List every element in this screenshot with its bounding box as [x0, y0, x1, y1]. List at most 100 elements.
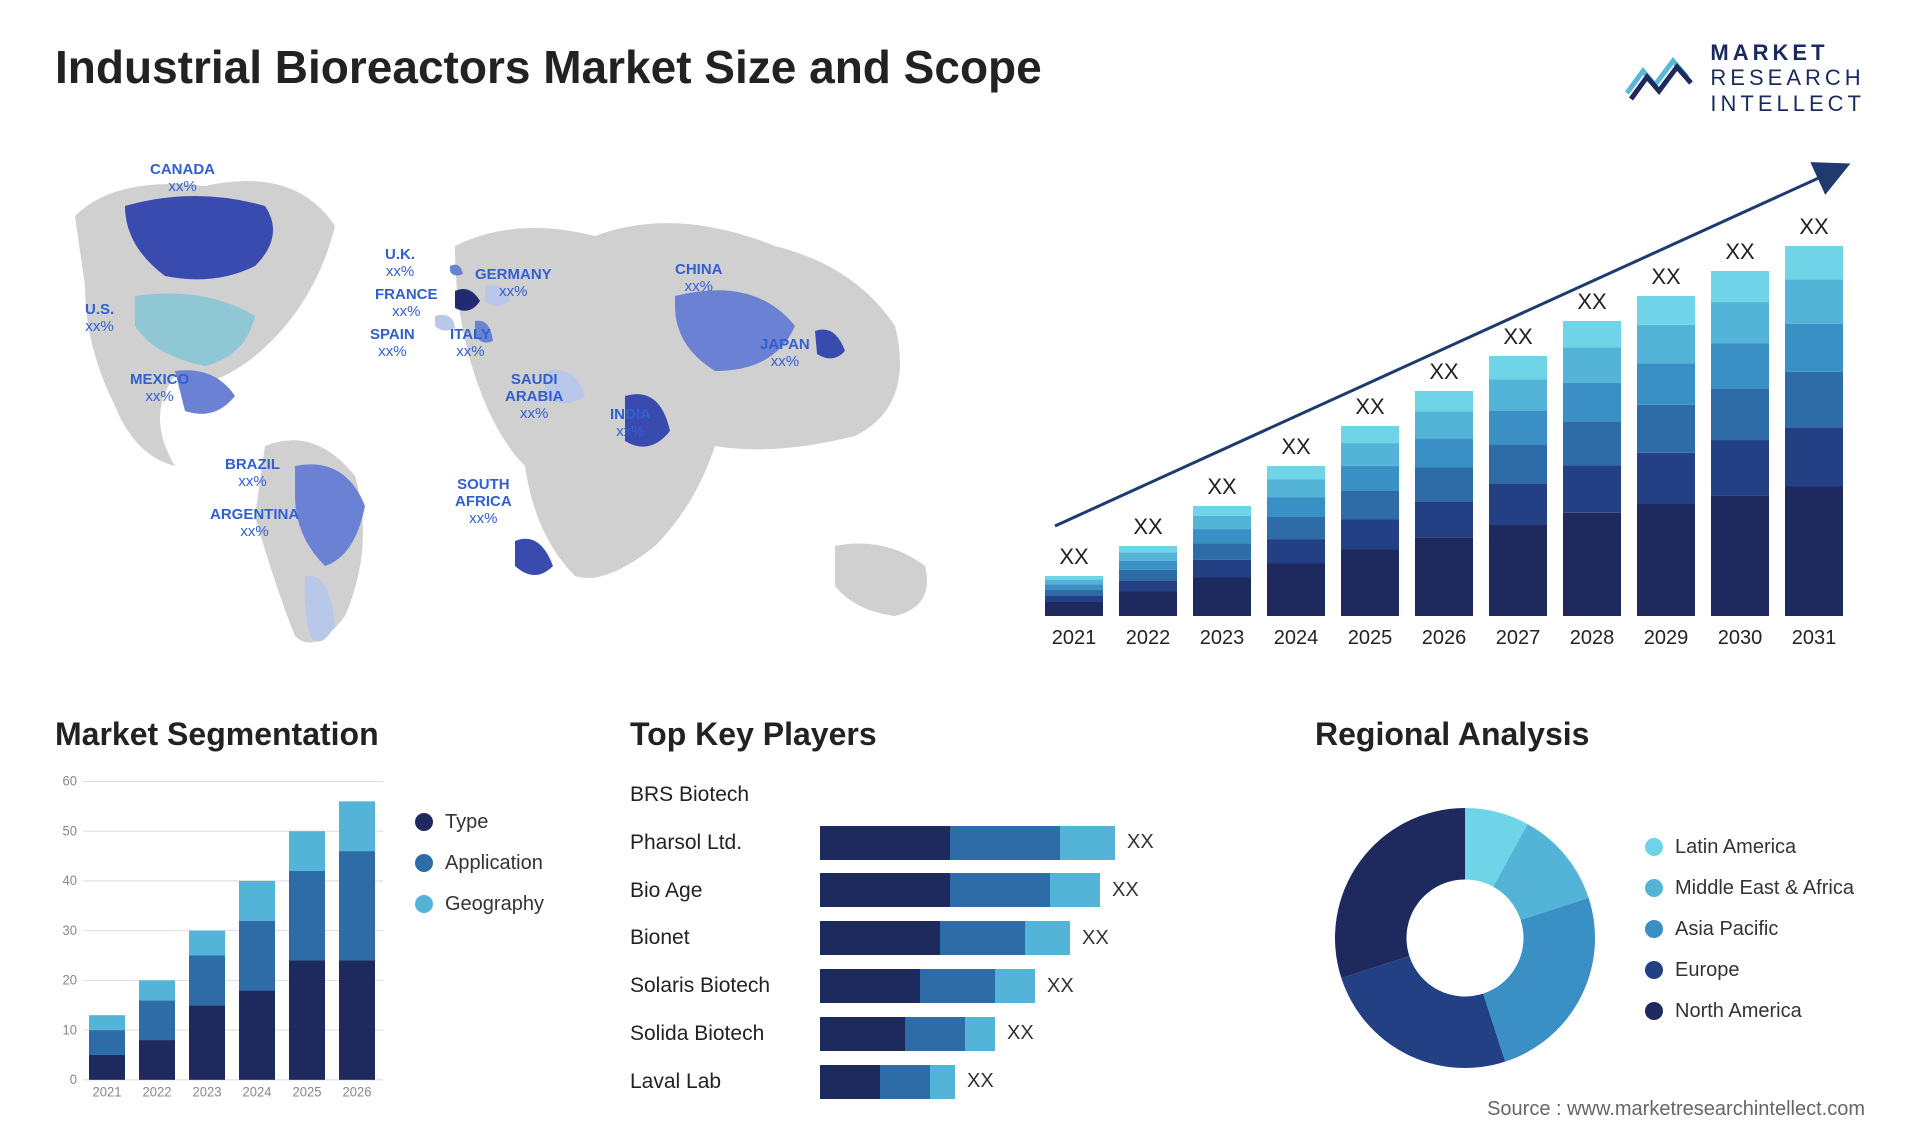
map-label: SAUDIARABIAxx% [505, 371, 563, 423]
map-label: SOUTHAFRICAxx% [455, 476, 512, 528]
svg-text:50: 50 [63, 823, 77, 838]
svg-text:30: 30 [63, 922, 77, 937]
legend-item: Asia Pacific [1645, 918, 1865, 941]
svg-text:XX: XX [1799, 214, 1829, 239]
map-label: GERMANYxx% [475, 266, 552, 301]
player-name: Bionet [630, 926, 805, 950]
map-label: CANADAxx% [150, 161, 215, 196]
svg-text:XX: XX [1651, 264, 1681, 289]
player-name: Solaris Biotech [630, 974, 805, 998]
players-panel: Top Key Players BRS BiotechPharsol Ltd.B… [630, 716, 1270, 1106]
svg-text:20: 20 [63, 972, 77, 987]
player-bar-row [820, 771, 1270, 819]
svg-text:2025: 2025 [1348, 627, 1393, 649]
player-bar-value: XX [1112, 879, 1139, 902]
map-label: ARGENTINAxx% [210, 506, 299, 541]
map-label: JAPANxx% [760, 336, 810, 371]
player-bar-value: XX [967, 1070, 994, 1093]
player-bar-row: XX [820, 1058, 1270, 1106]
segmentation-panel: Market Segmentation 0 10 20 30 40 50 60 2021 202… [55, 716, 585, 1106]
regional-donut-svg [1315, 788, 1615, 1088]
svg-text:XX: XX [1577, 289, 1607, 314]
logo-line1: MARKET [1710, 40, 1865, 65]
growth-chart: XX 2021 XX 2022 XX 2023 XX 2024 XX 2025 XX 2026 XX 20… [1035, 146, 1865, 676]
logo-line3: INTELLECT [1710, 91, 1865, 116]
regional-title: Regional Analysis [1315, 716, 1865, 753]
growth-chart-svg: XX 2021 XX 2022 XX 2023 XX 2024 XX 2025 XX 2026 XX 20… [1035, 146, 1865, 676]
player-name: BRS Biotech [630, 783, 805, 807]
svg-text:XX: XX [1207, 474, 1237, 499]
svg-text:2024: 2024 [243, 1084, 272, 1099]
svg-text:2028: 2028 [1570, 627, 1615, 649]
legend-item: Europe [1645, 959, 1865, 982]
segmentation-title: Market Segmentation [55, 716, 585, 753]
segmentation-legend: Type Application Geography [415, 771, 585, 1106]
player-bar-row: XX [820, 819, 1270, 867]
svg-text:XX: XX [1725, 239, 1755, 264]
svg-text:XX: XX [1355, 394, 1385, 419]
svg-text:2023: 2023 [1200, 627, 1245, 649]
logo-line2: RESEARCH [1710, 65, 1865, 90]
player-name: Laval Lab [630, 1070, 805, 1094]
player-name: Solida Biotech [630, 1022, 805, 1046]
player-name: Bio Age [630, 879, 805, 903]
svg-text:XX: XX [1133, 514, 1163, 539]
svg-text:XX: XX [1281, 434, 1311, 459]
svg-text:2024: 2024 [1274, 627, 1319, 649]
player-bar-row: XX [820, 962, 1270, 1010]
players-bars: XX XX XX XX XX XX [820, 771, 1270, 1106]
svg-text:2027: 2027 [1496, 627, 1541, 649]
svg-text:2021: 2021 [1052, 627, 1097, 649]
svg-text:2025: 2025 [293, 1084, 322, 1099]
legend-item: North America [1645, 1000, 1865, 1023]
segmentation-chart-svg: 0 10 20 30 40 50 60 2021 2022 2023 2024 2025 2026 [55, 771, 385, 1106]
svg-text:2022: 2022 [143, 1084, 172, 1099]
brand-logo: MARKET RESEARCH INTELLECT [1625, 40, 1865, 116]
regional-legend: Latin America Middle East & Africa Asia Pa… [1645, 836, 1865, 1041]
svg-text:0: 0 [70, 1072, 77, 1087]
regional-panel: Regional Analysis Latin America Middle Ea… [1315, 716, 1865, 1106]
world-map-panel: CANADAxx% U.S.xx% MEXICOxx% BRAZILxx% ARGENT… [55, 146, 985, 676]
player-name: Pharsol Ltd. [630, 831, 805, 855]
player-bar-row: XX [820, 1010, 1270, 1058]
svg-text:10: 10 [63, 1022, 77, 1037]
map-label: FRANCExx% [375, 286, 438, 321]
player-bar-value: XX [1082, 927, 1109, 950]
map-label: SPAINxx% [370, 326, 415, 361]
player-bar-value: XX [1047, 975, 1074, 998]
player-bar-value: XX [1127, 831, 1154, 854]
logo-icon [1625, 53, 1695, 103]
map-label: ITALYxx% [450, 326, 491, 361]
svg-text:2026: 2026 [343, 1084, 372, 1099]
svg-text:2021: 2021 [93, 1084, 122, 1099]
svg-text:XX: XX [1429, 359, 1459, 384]
source-attribution: Source : www.marketresearchintellect.com [1487, 1098, 1865, 1121]
map-label: MEXICOxx% [130, 371, 189, 406]
map-label: INDIAxx% [610, 406, 651, 441]
players-title: Top Key Players [630, 716, 1270, 753]
svg-text:2030: 2030 [1718, 627, 1763, 649]
legend-item: Type [415, 811, 585, 834]
svg-text:2029: 2029 [1644, 627, 1689, 649]
page-title: Industrial Bioreactors Market Size and S… [55, 40, 1042, 94]
map-label: BRAZILxx% [225, 456, 280, 491]
svg-text:40: 40 [63, 873, 77, 888]
svg-text:XX: XX [1503, 324, 1533, 349]
svg-text:2031: 2031 [1792, 627, 1837, 649]
map-label: CHINAxx% [675, 261, 723, 296]
legend-item: Application [415, 852, 585, 875]
legend-item: Geography [415, 893, 585, 916]
svg-text:XX: XX [1059, 544, 1089, 569]
legend-item: Middle East & Africa [1645, 877, 1865, 900]
player-bar-value: XX [1007, 1022, 1034, 1045]
svg-text:2023: 2023 [193, 1084, 222, 1099]
player-bar-row: XX [820, 867, 1270, 915]
players-names: BRS Biotech Pharsol Ltd. Bio Age Bionet Sola… [630, 771, 805, 1106]
map-label: U.S.xx% [85, 301, 114, 336]
map-label: U.K.xx% [385, 246, 415, 281]
player-bar-row: XX [820, 914, 1270, 962]
legend-item: Latin America [1645, 836, 1865, 859]
svg-text:60: 60 [63, 773, 77, 788]
svg-text:2022: 2022 [1126, 627, 1171, 649]
svg-text:2026: 2026 [1422, 627, 1467, 649]
